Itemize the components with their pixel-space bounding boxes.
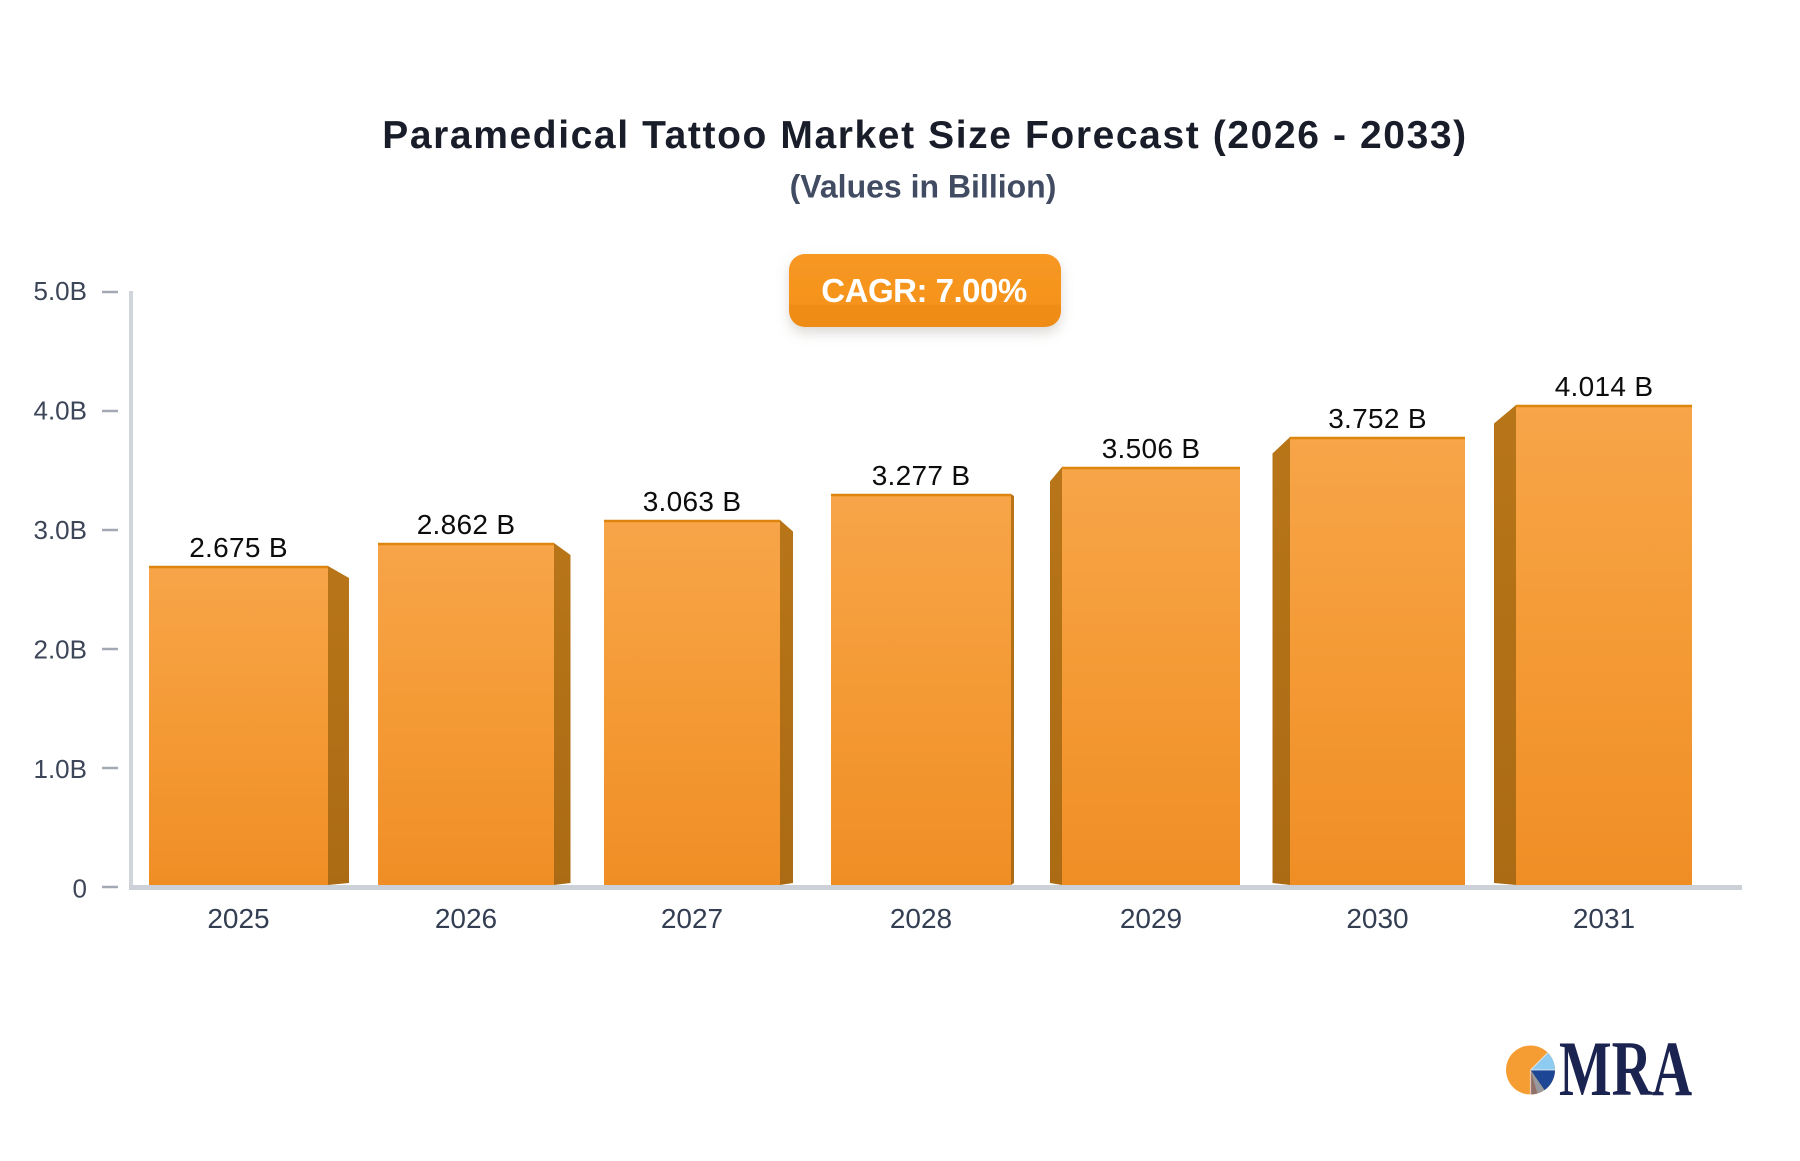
svg-text:5.0B: 5.0B — [34, 276, 88, 306]
svg-text:2026: 2026 — [435, 903, 497, 934]
svg-text:4.0B: 4.0B — [34, 396, 88, 426]
svg-text:2029: 2029 — [1120, 903, 1182, 934]
svg-text:3.063 B: 3.063 B — [643, 486, 742, 517]
svg-text:CAGR: 7.00%: CAGR: 7.00% — [821, 272, 1027, 309]
svg-text:2031: 2031 — [1573, 903, 1635, 934]
svg-text:2.862 B: 2.862 B — [417, 509, 516, 540]
svg-text:2027: 2027 — [661, 903, 723, 934]
svg-text:Paramedical Tattoo Market Size: Paramedical Tattoo Market Size Forecast … — [382, 114, 1468, 157]
svg-text:2025: 2025 — [207, 903, 269, 934]
svg-text:2.675 B: 2.675 B — [189, 532, 288, 563]
svg-text:MRA: MRA — [1559, 1026, 1692, 1112]
svg-text:(Values in Billion): (Values in Billion) — [790, 169, 1057, 205]
svg-text:3.0B: 3.0B — [34, 515, 88, 545]
svg-text:3.277 B: 3.277 B — [872, 460, 971, 491]
svg-text:4.014 B: 4.014 B — [1555, 371, 1654, 402]
svg-text:0: 0 — [73, 874, 87, 904]
svg-text:3.506 B: 3.506 B — [1102, 433, 1201, 464]
svg-text:2.0B: 2.0B — [34, 635, 88, 665]
svg-text:2028: 2028 — [890, 903, 952, 934]
svg-text:2030: 2030 — [1346, 903, 1408, 934]
svg-text:1.0B: 1.0B — [34, 754, 88, 784]
svg-text:3.752 B: 3.752 B — [1328, 403, 1427, 434]
